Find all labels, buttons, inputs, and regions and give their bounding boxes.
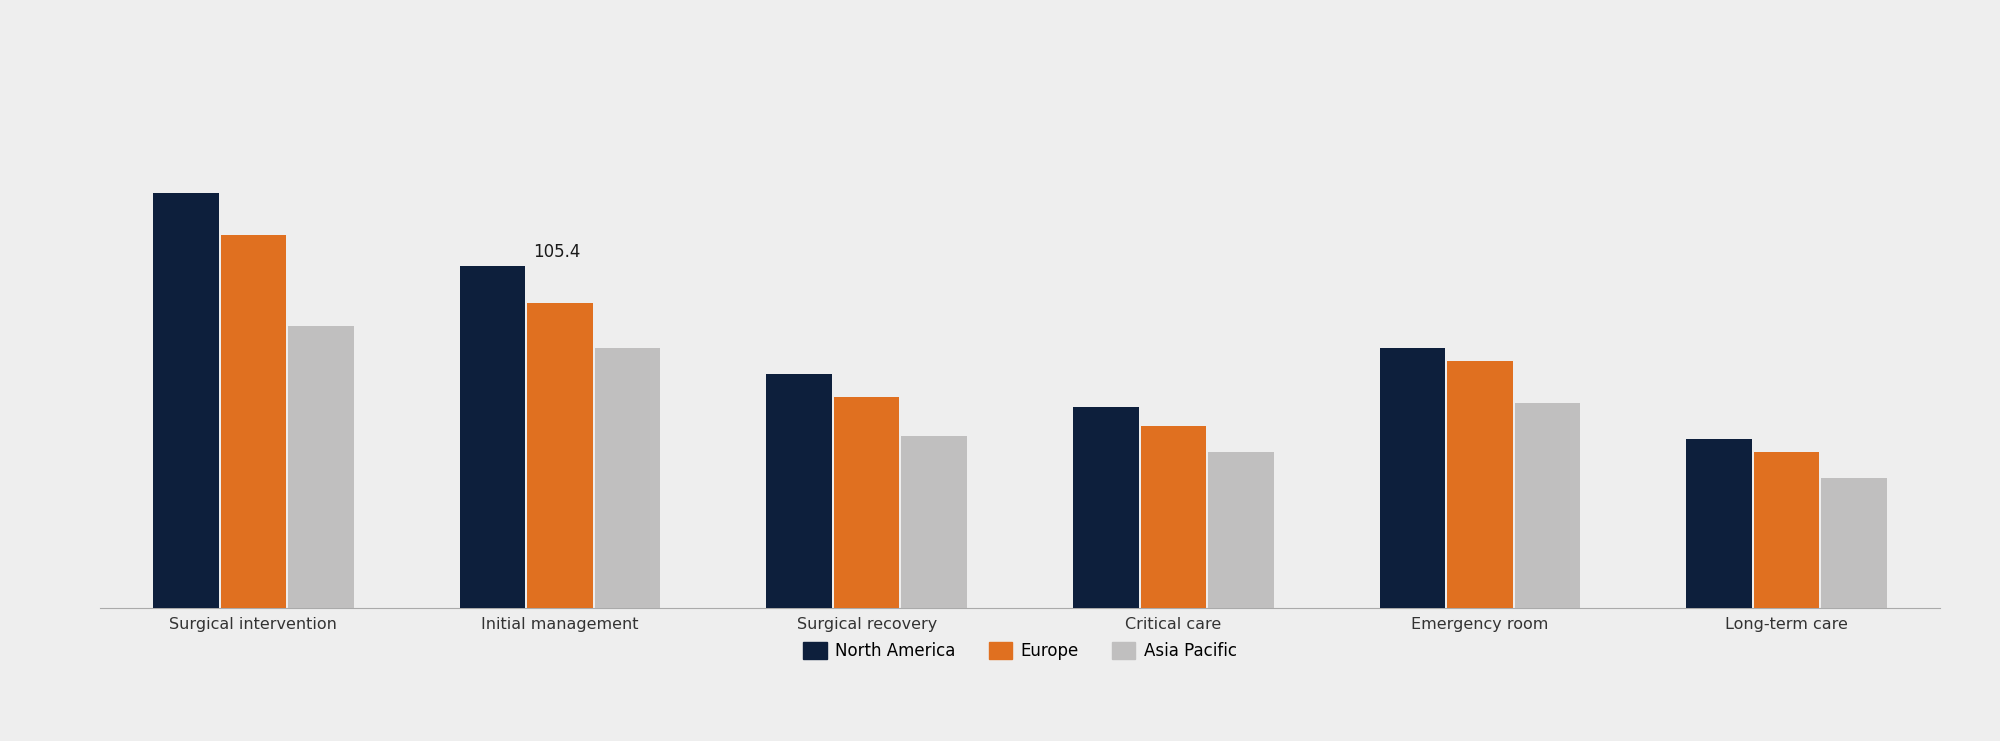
Bar bbox=[1074, 407, 1138, 608]
Text: 105.4: 105.4 bbox=[534, 243, 580, 261]
Bar bbox=[1754, 452, 1820, 608]
Bar bbox=[1380, 348, 1446, 608]
Bar bbox=[594, 348, 660, 608]
Bar bbox=[902, 436, 966, 608]
Bar bbox=[154, 193, 218, 608]
Bar bbox=[1140, 426, 1206, 608]
Bar bbox=[1514, 403, 1580, 608]
Bar bbox=[220, 235, 286, 608]
Bar bbox=[460, 266, 526, 608]
Bar bbox=[834, 397, 900, 608]
Legend: North America, Europe, Asia Pacific: North America, Europe, Asia Pacific bbox=[796, 635, 1244, 667]
Bar bbox=[1208, 452, 1274, 608]
Bar bbox=[1822, 478, 1886, 608]
Bar bbox=[288, 325, 354, 608]
Bar bbox=[528, 303, 592, 608]
Bar bbox=[1686, 439, 1752, 608]
Bar bbox=[1448, 361, 1512, 608]
Bar bbox=[766, 374, 832, 608]
